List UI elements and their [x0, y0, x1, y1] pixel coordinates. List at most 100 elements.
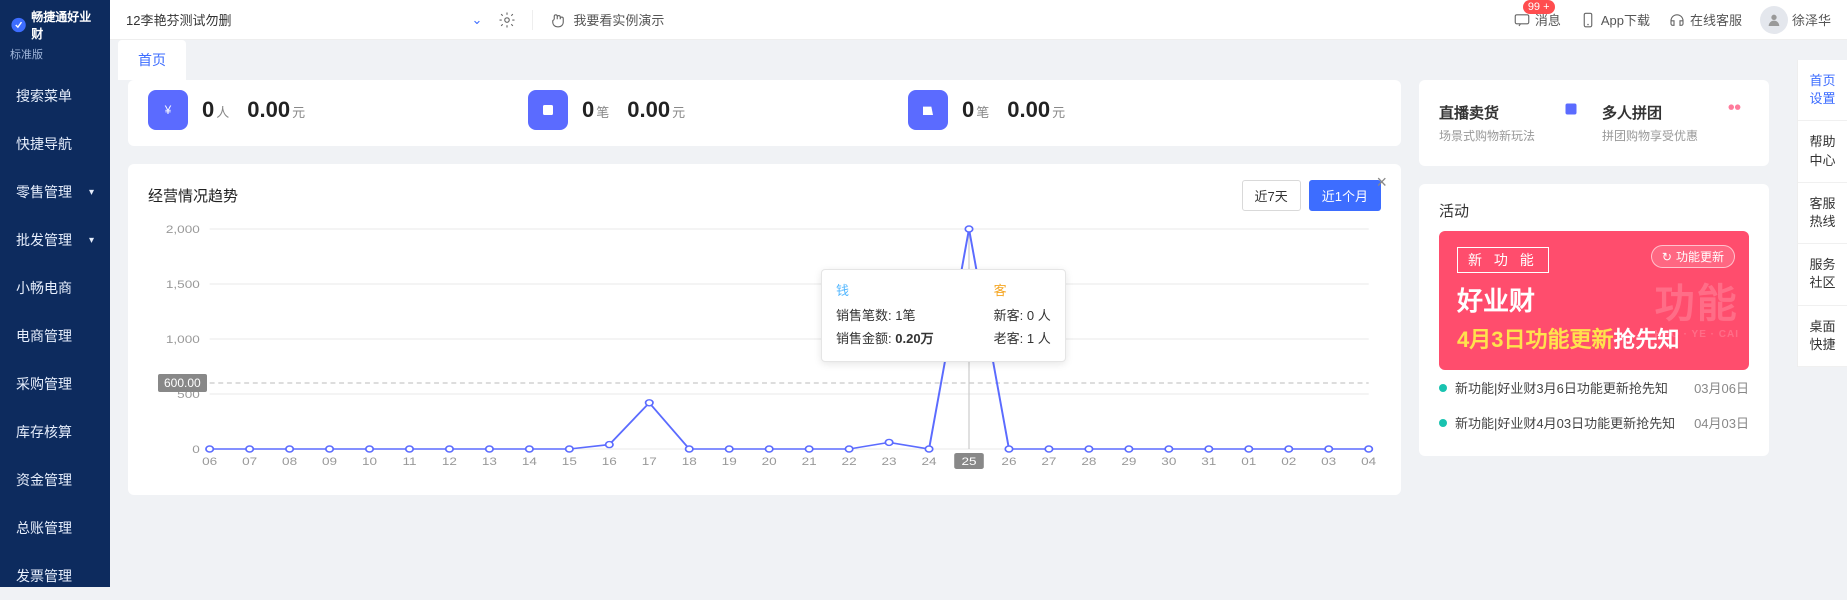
svg-text:11: 11: [402, 455, 416, 467]
activity-title: 活动: [1439, 200, 1749, 221]
main-area: ¥ 0人 0.00元 0笔 0.00元 0笔 0.00元 × 经营情况趋势 近7…: [110, 80, 1787, 587]
sidebar-item-3[interactable]: 批发管理▾: [0, 216, 110, 264]
svg-text:12: 12: [442, 455, 457, 467]
stat-c-v1: 0: [962, 97, 974, 122]
sidebar-item-7[interactable]: 库存核算: [0, 408, 110, 456]
msg-badge: 99 +: [1523, 0, 1555, 14]
svg-text:02: 02: [1281, 455, 1296, 467]
sidebar-item-10[interactable]: 发票管理: [0, 552, 110, 600]
right-rail: 首页设置帮助中心客服热线服务社区桌面快捷: [1797, 60, 1847, 367]
sidebar-item-9[interactable]: 总账管理: [0, 504, 110, 552]
sidebar-item-0[interactable]: 搜索菜单: [0, 72, 110, 120]
rail-item-1[interactable]: 帮助中心: [1798, 121, 1847, 182]
sidebar-item-5[interactable]: 电商管理: [0, 312, 110, 360]
stat-c-v2: 0.00: [1007, 97, 1050, 122]
svg-text:15: 15: [562, 455, 577, 467]
svg-text:03: 03: [1321, 455, 1336, 467]
service-button[interactable]: 在线客服: [1668, 10, 1742, 29]
topbar: 12李艳芬测试勿删 ⌄ 我要看实例演示 99 + 消息 App下载 在线客服 徐…: [110, 0, 1847, 40]
stat-b-icon: [528, 90, 568, 130]
stat-c: 0笔 0.00元: [908, 90, 1228, 130]
tt-cust-header: 客: [994, 280, 1051, 299]
sidebar-item-2[interactable]: 零售管理▾: [0, 168, 110, 216]
svg-text:08: 08: [282, 455, 297, 467]
trend-chart-card: × 经营情况趋势 近7天 近1个月 05001,0001,5002,000060…: [128, 164, 1401, 495]
brand-name: 畅捷通好业财: [31, 8, 100, 42]
promo-live[interactable]: 直播卖货 场景式购物新玩法: [1439, 96, 1586, 150]
brand-logo: 畅捷通好业财: [0, 0, 110, 46]
svg-text:29: 29: [1121, 455, 1136, 467]
sidebar-item-6[interactable]: 采购管理: [0, 360, 110, 408]
user-menu[interactable]: 徐泽华: [1760, 6, 1831, 34]
close-icon[interactable]: ×: [1376, 172, 1387, 193]
stat-a-icon: ¥: [148, 90, 188, 130]
svg-text:04: 04: [1361, 455, 1376, 467]
svg-text:22: 22: [842, 455, 857, 467]
group-icon: [1723, 98, 1745, 120]
activity-row-1[interactable]: 新功能|好业财4月03日功能更新抢先知04月03日: [1439, 405, 1749, 440]
activity-row-0[interactable]: 新功能|好业财3月6日功能更新抢先知03月06日: [1439, 370, 1749, 405]
svg-text:30: 30: [1161, 455, 1176, 467]
sidebar: 畅捷通好业财 标准版 搜索菜单快捷导航零售管理▾批发管理▾小畅电商电商管理采购管…: [0, 0, 110, 587]
svg-text:17: 17: [642, 455, 657, 467]
svg-text:2,000: 2,000: [166, 223, 200, 235]
svg-text:13: 13: [482, 455, 497, 467]
brand-edition: 标准版: [0, 46, 110, 72]
banner-tag: 新 功 能: [1457, 247, 1549, 273]
headset-icon: [1668, 11, 1686, 29]
svg-text:26: 26: [1001, 455, 1016, 467]
rail-item-0[interactable]: 首页设置: [1798, 60, 1847, 121]
svg-text:0: 0: [192, 443, 200, 455]
svg-text:28: 28: [1081, 455, 1096, 467]
sidebar-item-4[interactable]: 小畅电商: [0, 264, 110, 312]
svg-text:06: 06: [202, 455, 217, 467]
chart-tooltip: 钱 销售笔数: 1笔 销售金额: 0.20万 客 新客: 0 人 老客: 1 人: [821, 269, 1066, 362]
guide-value-label: 600.00: [158, 374, 207, 392]
svg-text:19: 19: [722, 455, 737, 467]
stats-card: ¥ 0人 0.00元 0笔 0.00元 0笔 0.00元: [128, 80, 1401, 146]
brand-icon: [10, 16, 27, 34]
svg-text:18: 18: [682, 455, 697, 467]
demo-link[interactable]: 我要看实例演示: [549, 10, 664, 29]
svg-text:¥: ¥: [164, 104, 172, 117]
gear-icon[interactable]: [498, 11, 516, 29]
svg-text:14: 14: [522, 455, 537, 467]
chevron-down-icon: ⌄: [471, 12, 482, 28]
stat-b-v2: 0.00: [627, 97, 670, 122]
app-download-button[interactable]: App下载: [1579, 10, 1650, 29]
tt-money-header: 钱: [836, 280, 934, 299]
svg-text:23: 23: [882, 455, 897, 467]
messages-button[interactable]: 99 + 消息: [1513, 10, 1561, 29]
line-chart[interactable]: 05001,0001,5002,000060708091011121314151…: [148, 219, 1381, 479]
svg-text:25: 25: [961, 455, 976, 467]
promo-b-desc: 拼团购物享受优惠: [1602, 127, 1749, 144]
promo-group[interactable]: 多人拼团 拼团购物享受优惠: [1602, 96, 1749, 150]
sidebar-item-8[interactable]: 资金管理: [0, 456, 110, 504]
update-pill: ↻ 功能更新: [1651, 245, 1735, 268]
org-name: 12李艳芬测试勿删: [126, 10, 231, 29]
broadcast-icon: [1560, 98, 1582, 120]
range-7d-button[interactable]: 近7天: [1242, 180, 1301, 211]
svg-text:1,000: 1,000: [166, 333, 200, 345]
stat-c-icon: [908, 90, 948, 130]
demo-label: 我要看实例演示: [573, 10, 664, 29]
activity-banner[interactable]: ↻ 功能更新 新 功 能 功能 HAO · YE · CAI 好业财 4月3日功…: [1439, 231, 1749, 370]
svg-text:1,500: 1,500: [166, 278, 200, 290]
avatar: [1760, 6, 1788, 34]
org-selector[interactable]: 12李艳芬测试勿删 ⌄: [126, 10, 482, 29]
rail-item-3[interactable]: 服务社区: [1798, 244, 1847, 305]
range-1m-button[interactable]: 近1个月: [1309, 180, 1381, 211]
tab-home[interactable]: 首页: [118, 40, 186, 80]
stat-a-v2: 0.00: [247, 97, 290, 122]
promo-card: 直播卖货 场景式购物新玩法 多人拼团 拼团购物享受优惠: [1419, 80, 1769, 166]
rail-item-2[interactable]: 客服热线: [1798, 183, 1847, 244]
tabstrip: 首页: [110, 40, 1847, 80]
banner-ghost: 功能 HAO · YE · CAI: [1655, 271, 1739, 340]
stat-a-v1: 0: [202, 97, 214, 122]
stat-a: ¥ 0人 0.00元: [148, 90, 468, 130]
stat-b-v1: 0: [582, 97, 594, 122]
svg-text:01: 01: [1241, 455, 1256, 467]
rail-item-4[interactable]: 桌面快捷: [1798, 306, 1847, 367]
svg-text:24: 24: [922, 455, 937, 467]
sidebar-item-1[interactable]: 快捷导航: [0, 120, 110, 168]
